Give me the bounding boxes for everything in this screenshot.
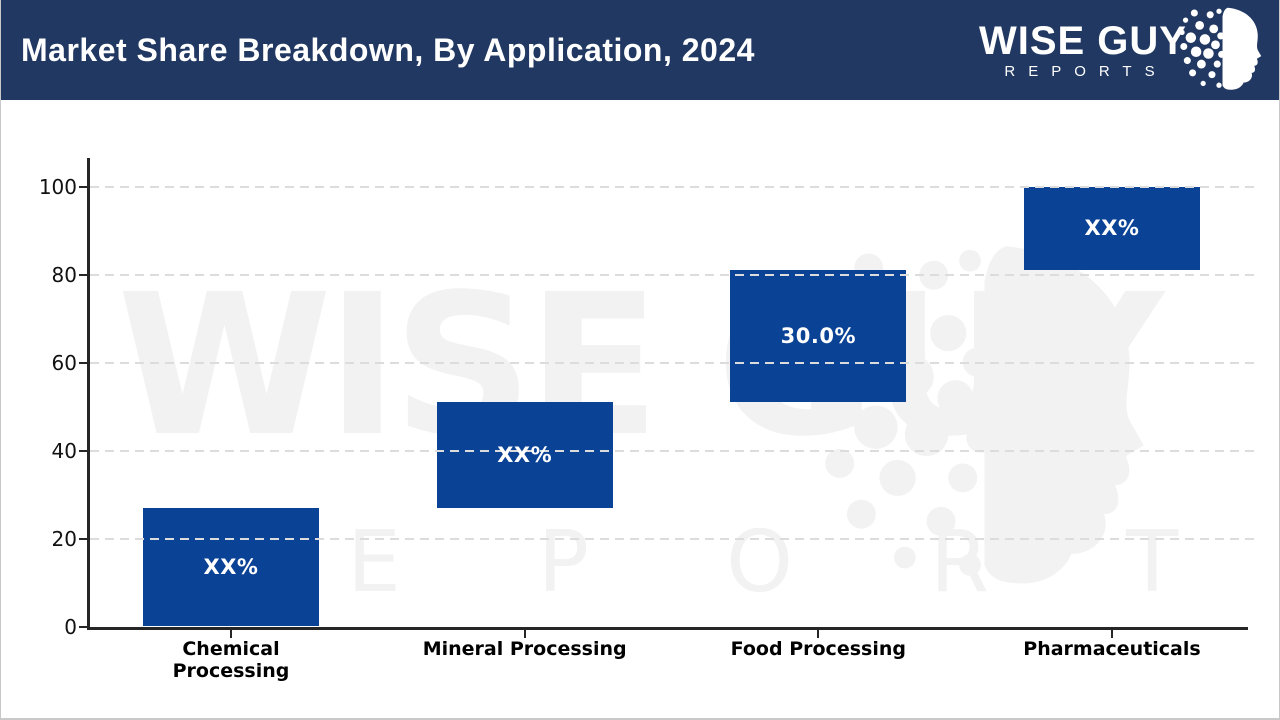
header-band: Market Share Breakdown, By Application, … [1, 0, 1279, 100]
ytick-label-20: 20 [51, 526, 77, 551]
ytick-mark-40 [79, 449, 87, 452]
bar-value-label: XX% [497, 442, 553, 467]
gridline-20 [90, 537, 1254, 540]
bar-value-label: 30.0% [780, 324, 856, 349]
bar-value-label: XX% [203, 555, 259, 580]
logo-wordmark: WISE GUY [978, 18, 1187, 63]
ytick-label-40: 40 [51, 438, 77, 463]
bar-mineral-processing [436, 402, 613, 508]
xcat-label-2: Food Processing [730, 638, 906, 660]
bar-value-label: XX% [1084, 216, 1140, 241]
ytick-mark-0 [79, 625, 87, 628]
xcat-label-0: Chemical Processing [172, 638, 290, 682]
ytick-label-100: 100 [38, 174, 77, 199]
xtick-mark-0 [230, 630, 232, 638]
bar-food-processing [730, 270, 907, 403]
ytick-label-80: 80 [51, 262, 77, 287]
wiseguy-logo-text: WISE GUY REPORTS [979, 21, 1187, 80]
xcat-label-3: Pharmaceuticals [1023, 638, 1201, 660]
xtick-mark-2 [817, 630, 820, 638]
gridline-60 [90, 361, 1254, 364]
logo-subtitle: REPORTS [1004, 62, 1168, 80]
ytick-mark-80 [79, 273, 87, 276]
xtick-mark-1 [523, 630, 526, 638]
bar-chemical-processing [143, 507, 319, 627]
xcat-label-1: Mineral Processing [422, 638, 627, 660]
gridline-40 [90, 449, 1254, 452]
page-title: Market Share Breakdown, By Application, … [21, 31, 755, 68]
gridline-80 [90, 273, 1254, 276]
xtick-mark-3 [1111, 630, 1113, 638]
ytick-mark-60 [79, 361, 87, 364]
gridline-100 [90, 185, 1254, 188]
bar-pharmaceuticals [1024, 186, 1200, 271]
ytick-label-60: 60 [51, 350, 77, 375]
ytick-label-0: 0 [64, 614, 77, 639]
ytick-mark-20 [79, 537, 87, 540]
wiseguy-logo: WISE GUY REPORTS [979, 6, 1267, 94]
x-axis-line [87, 627, 1248, 630]
y-axis-line [87, 158, 90, 630]
ytick-mark-100 [79, 185, 87, 188]
